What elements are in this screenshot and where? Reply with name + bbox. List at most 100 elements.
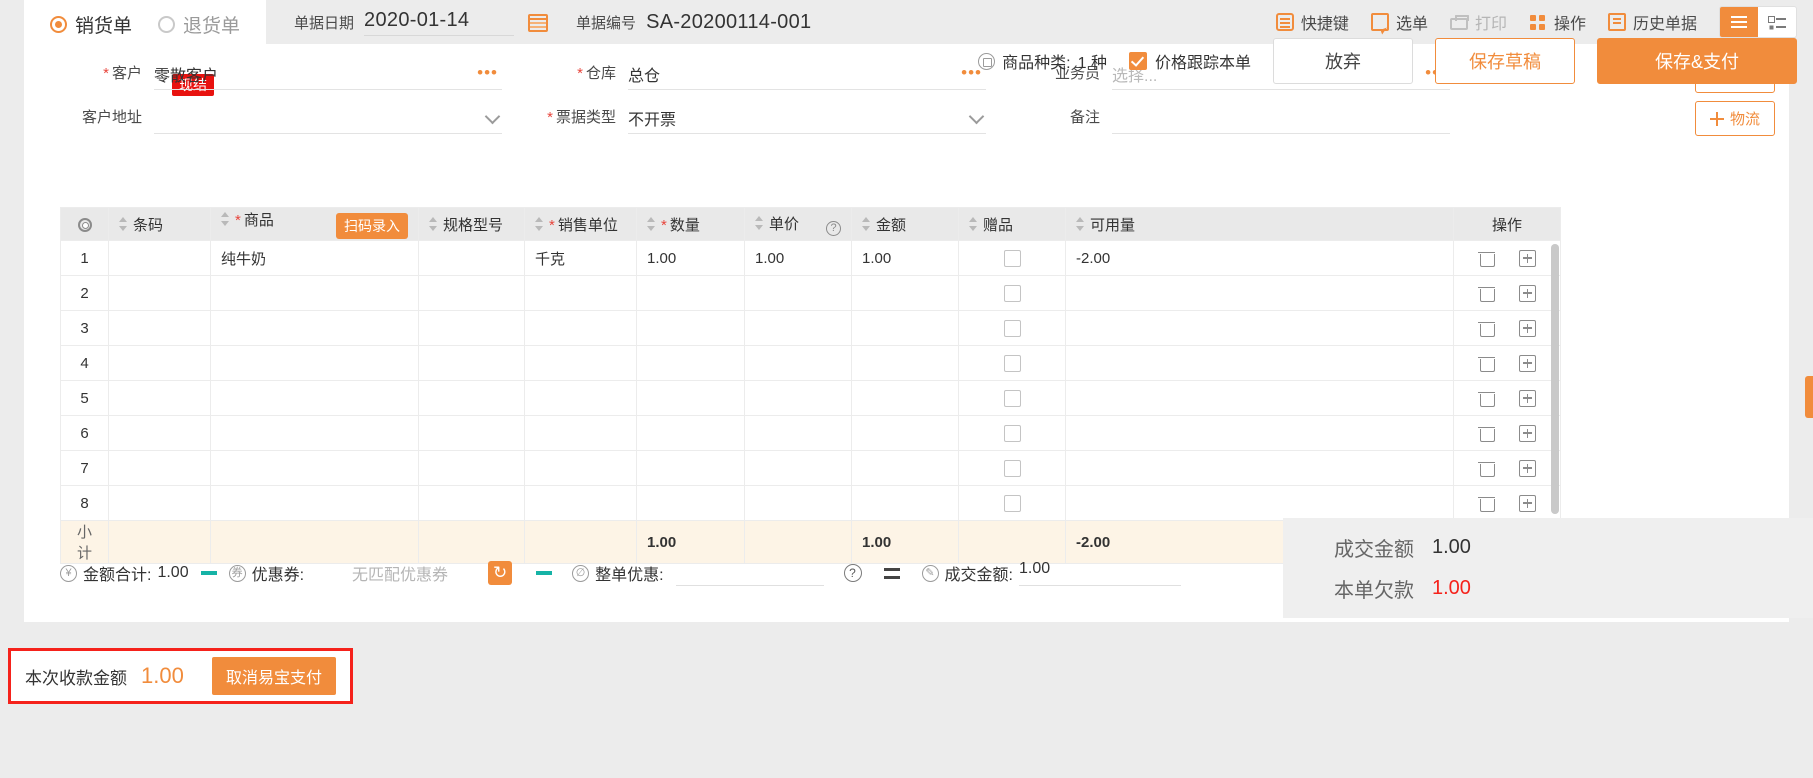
cell-price[interactable] (744, 415, 852, 451)
refresh-coupon-icon[interactable] (488, 561, 513, 585)
cell-product[interactable] (210, 450, 419, 486)
cell-spec[interactable] (418, 415, 525, 451)
column-gear-icon[interactable] (77, 217, 92, 232)
cell-unit[interactable] (524, 450, 637, 486)
view-list-button[interactable] (1720, 7, 1758, 37)
gift-checkbox[interactable] (1003, 424, 1021, 442)
toolbar-select-order[interactable]: 选单 (1370, 10, 1428, 34)
customer-more-icon[interactable]: ••• (477, 63, 498, 82)
cell-price[interactable] (744, 275, 852, 311)
cell-gift[interactable] (958, 450, 1066, 486)
column-settings-header[interactable] (60, 207, 109, 241)
add-row-icon[interactable] (1519, 354, 1537, 372)
cell-price[interactable] (744, 450, 852, 486)
cell-spec[interactable] (418, 345, 525, 381)
cell-product[interactable] (210, 415, 419, 451)
delete-row-icon[interactable] (1477, 460, 1495, 477)
header-barcode[interactable]: 条码 (108, 207, 211, 241)
cell-barcode[interactable] (108, 485, 211, 521)
cell-price[interactable] (744, 345, 852, 381)
cell-unit[interactable] (524, 345, 637, 381)
customer-input[interactable]: 零散客户 ••• (154, 58, 502, 90)
cell-gift[interactable] (958, 310, 1066, 346)
cell-barcode[interactable] (108, 380, 211, 416)
table-row[interactable]: 3 (60, 310, 1561, 346)
calendar-icon[interactable] (528, 12, 549, 32)
cell-price[interactable] (744, 310, 852, 346)
logistics-button[interactable]: 物流 (1694, 101, 1775, 136)
toolbar-history[interactable]: 历史单据 (1607, 10, 1697, 34)
scan-input-button[interactable]: 扫码录入 (336, 213, 408, 239)
cell-price[interactable] (744, 380, 852, 416)
cell-gift[interactable] (958, 415, 1066, 451)
delete-row-icon[interactable] (1477, 320, 1495, 337)
table-scrollbar-thumb[interactable] (1551, 244, 1559, 514)
table-row[interactable]: 6 (60, 415, 1561, 451)
cell-product[interactable] (210, 485, 419, 521)
delete-row-icon[interactable] (1477, 355, 1495, 372)
delete-row-icon[interactable] (1477, 425, 1495, 442)
cell-qty[interactable] (636, 275, 745, 311)
gift-checkbox[interactable] (1003, 284, 1021, 302)
discard-button[interactable]: 放弃 (1273, 38, 1413, 84)
cell-spec[interactable] (418, 380, 525, 416)
chevron-down-icon[interactable] (486, 109, 500, 123)
help-icon[interactable]: ? (826, 220, 841, 236)
header-price[interactable]: 单价 ? (744, 207, 852, 241)
cell-qty[interactable] (636, 345, 745, 381)
header-unit[interactable]: * 销售单位 (524, 207, 637, 241)
save-draft-button[interactable]: 保存草稿 (1435, 38, 1575, 84)
table-row[interactable]: 5 (60, 380, 1561, 416)
gift-checkbox[interactable] (1003, 389, 1021, 407)
cell-unit[interactable] (524, 310, 637, 346)
cell-unit[interactable] (524, 380, 637, 416)
cell-product[interactable]: 纯牛奶 (210, 240, 419, 276)
delete-row-icon[interactable] (1477, 250, 1495, 267)
side-panel-handle[interactable] (1805, 376, 1813, 418)
cell-product[interactable] (210, 275, 419, 311)
cancel-yeepay-button[interactable]: 取消易宝支付 (211, 657, 336, 695)
cell-qty[interactable] (636, 380, 745, 416)
gift-checkbox[interactable] (1003, 319, 1021, 337)
add-row-icon[interactable] (1519, 459, 1537, 477)
add-row-icon[interactable] (1519, 424, 1537, 442)
table-row[interactable]: 8 (60, 485, 1561, 521)
gift-checkbox[interactable] (1003, 459, 1021, 477)
cell-unit[interactable] (524, 275, 637, 311)
cell-amount[interactable] (851, 380, 959, 416)
cell-barcode[interactable] (108, 415, 211, 451)
gift-checkbox[interactable] (1003, 354, 1021, 372)
cell-gift[interactable] (958, 345, 1066, 381)
cell-amount[interactable] (851, 345, 959, 381)
cell-unit[interactable] (524, 415, 637, 451)
add-row-icon[interactable] (1519, 284, 1537, 302)
cell-gift[interactable] (958, 240, 1066, 276)
cell-qty[interactable] (636, 415, 745, 451)
warehouse-input[interactable]: 总仓 ••• (628, 58, 986, 90)
add-row-icon[interactable] (1519, 249, 1537, 267)
cell-gift[interactable] (958, 485, 1066, 521)
toolbar-operations[interactable]: 操作 (1529, 10, 1586, 34)
table-row[interactable]: 7 (60, 450, 1561, 486)
cell-price[interactable]: 1.00 (744, 240, 852, 276)
table-row[interactable]: 4 (60, 345, 1561, 381)
gift-checkbox[interactable] (1003, 494, 1021, 512)
cell-amount[interactable] (851, 415, 959, 451)
table-row[interactable]: 1 纯牛奶 千克 1.00 1.00 1.00 -2.00 (60, 240, 1561, 276)
cell-spec[interactable] (418, 450, 525, 486)
cell-product[interactable] (210, 380, 419, 416)
cell-product[interactable] (210, 345, 419, 381)
cell-amount[interactable] (851, 485, 959, 521)
delete-row-icon[interactable] (1477, 285, 1495, 302)
cell-product[interactable] (210, 310, 419, 346)
cell-barcode[interactable] (108, 240, 211, 276)
cell-qty[interactable] (636, 485, 745, 521)
delete-row-icon[interactable] (1477, 390, 1495, 407)
cell-spec[interactable] (418, 310, 525, 346)
whole-discount-input[interactable] (675, 560, 824, 586)
cell-spec[interactable] (418, 240, 525, 276)
cell-qty[interactable] (636, 310, 745, 346)
cell-amount[interactable]: 1.00 (851, 240, 959, 276)
toolbar-shortcuts[interactable]: 快捷键 (1275, 10, 1349, 34)
cell-qty[interactable] (636, 450, 745, 486)
